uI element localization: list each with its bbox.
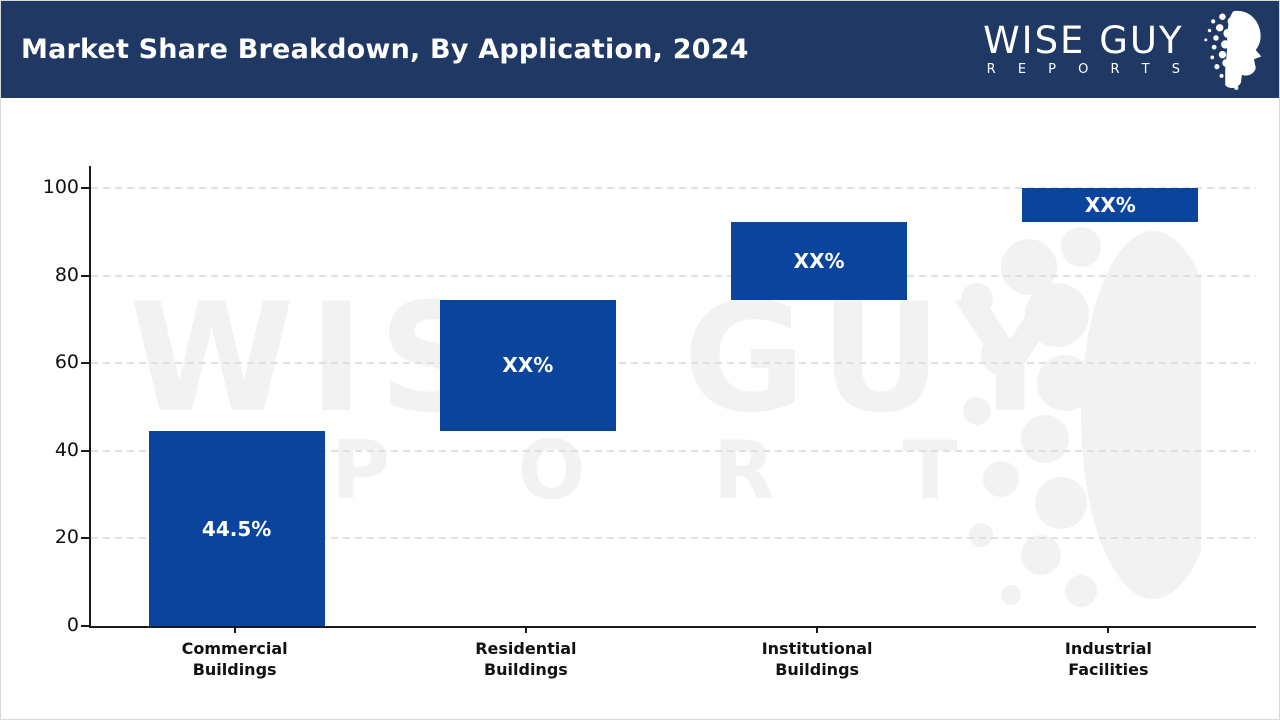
x-tick-mark-commercial-buildings — [233, 626, 236, 633]
y-tick-label-100: 100 — [42, 175, 79, 198]
watermark-head-icon — [961, 227, 1201, 607]
gridline-y-100 — [91, 186, 1256, 189]
y-tick-mark-100 — [81, 186, 89, 189]
y-tick-mark-80 — [81, 274, 89, 277]
gridline-y-20 — [91, 537, 1256, 540]
y-tick-mark-60 — [81, 362, 89, 365]
waterfall-chart: 44.5% XX% XX% XX% — [89, 166, 1256, 628]
bar-value-label-residential-buildings: XX% — [502, 353, 554, 378]
x-tick-mark-residential-buildings — [524, 626, 527, 633]
y-tick-label-0: 0 — [66, 614, 79, 636]
x-category-label-institutional-buildings: Institutional Buildings — [761, 639, 873, 679]
gridline-y-60 — [91, 362, 1256, 365]
bar-value-label-institutional-buildings: XX% — [793, 248, 845, 273]
bar-institutional-buildings: XX% — [731, 221, 908, 300]
bar-commercial-buildings: 44.5% — [148, 431, 325, 626]
logo-text: WISE GUY R E P O R T S — [978, 22, 1189, 77]
logo-subtext: R E P O R T S — [986, 62, 1189, 77]
bar-industrial-facilities: XX% — [1022, 187, 1199, 222]
x-category-label-industrial-facilities: Industrial Facilities — [1064, 639, 1152, 679]
logo-head-icon — [1204, 10, 1262, 90]
x-category-label-residential-buildings: Residential Buildings — [475, 639, 577, 679]
y-tick-mark-20 — [81, 537, 89, 540]
logo-wordmark: WISE GUY — [983, 19, 1184, 62]
x-tick-mark-institutional-buildings — [816, 626, 819, 633]
gridline-y-80 — [91, 274, 1256, 277]
wiseguy-logo: WISE GUY R E P O R T S — [978, 7, 1265, 93]
y-tick-mark-40 — [81, 449, 89, 452]
bar-value-label-industrial-facilities: XX% — [1084, 192, 1136, 217]
x-category-label-commercial-buildings: Commercial Buildings — [181, 639, 288, 679]
gridline-y-40 — [91, 449, 1256, 452]
bar-residential-buildings: XX% — [439, 299, 616, 432]
y-tick-label-40: 40 — [54, 438, 79, 461]
x-tick-mark-industrial-facilities — [1107, 626, 1110, 633]
page-title: Market Share Breakdown, By Application, … — [21, 34, 749, 65]
header: Market Share Breakdown, By Application, … — [1, 1, 1279, 98]
y-tick-label-80: 80 — [54, 263, 79, 286]
y-tick-label-20: 20 — [54, 526, 79, 549]
y-tick-label-60: 60 — [54, 351, 79, 374]
y-tick-mark-0 — [81, 625, 89, 627]
bar-value-label-commercial-buildings: 44.5% — [201, 516, 272, 541]
